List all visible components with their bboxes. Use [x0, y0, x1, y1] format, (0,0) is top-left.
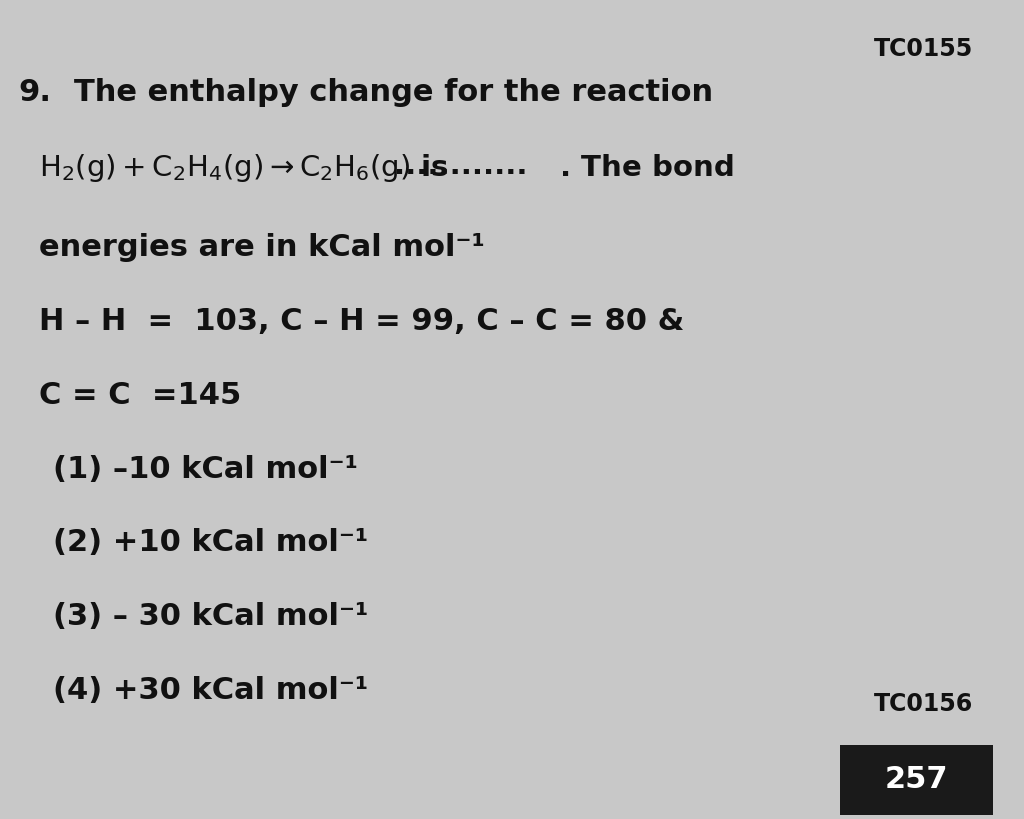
Text: (1) –10 kCal mol⁻¹: (1) –10 kCal mol⁻¹ [53, 455, 358, 483]
Text: TC0155: TC0155 [873, 37, 973, 61]
Text: C = C  =145: C = C =145 [39, 381, 242, 410]
Text: ............: ............ [394, 152, 527, 179]
Text: (3) – 30 kCal mol⁻¹: (3) – 30 kCal mol⁻¹ [53, 602, 369, 631]
Text: 257: 257 [885, 765, 948, 794]
Text: 9.: 9. [18, 78, 51, 106]
FancyBboxPatch shape [840, 745, 993, 815]
Text: $\rm H_2(g) + C_2H_4(g) \rightarrow C_2H_6(g)$ is           . The bond: $\rm H_2(g) + C_2H_4(g) \rightarrow C_2H… [39, 152, 733, 183]
Text: TC0156: TC0156 [873, 692, 973, 716]
Text: The enthalpy change for the reaction: The enthalpy change for the reaction [74, 78, 713, 106]
Text: H – H  =  103, C – H = 99, C – C = 80 &: H – H = 103, C – H = 99, C – C = 80 & [39, 307, 684, 336]
Text: (4) +30 kCal mol⁻¹: (4) +30 kCal mol⁻¹ [53, 676, 369, 704]
Text: (2) +10 kCal mol⁻¹: (2) +10 kCal mol⁻¹ [53, 528, 369, 557]
Text: energies are in kCal mol⁻¹: energies are in kCal mol⁻¹ [39, 233, 484, 262]
